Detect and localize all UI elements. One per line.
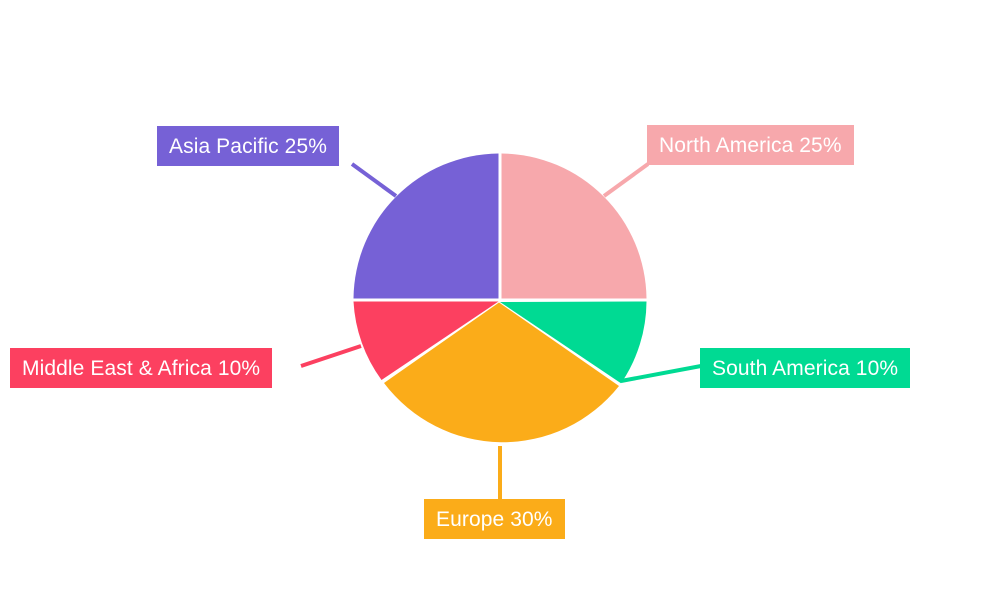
pie-label-asia-pacific-text: Asia Pacific 25% bbox=[169, 134, 328, 158]
pie-slice-south-america[interactable] bbox=[500, 301, 647, 384]
pie-slice-north-america[interactable] bbox=[501, 153, 647, 299]
pie-label-north-america[interactable]: North America 25% bbox=[647, 125, 854, 165]
pie-slice-middle-east-africa[interactable] bbox=[353, 301, 499, 381]
leader-line-south-america bbox=[620, 364, 702, 383]
pie-label-south-america-text: South America 10% bbox=[712, 356, 899, 380]
pie-label-asia-pacific[interactable]: Asia Pacific 25% bbox=[157, 126, 340, 166]
pie-label-south-america[interactable]: South America 10% bbox=[700, 348, 911, 388]
pie-leader-lines bbox=[300, 162, 702, 499]
pie-slice-asia-pacific[interactable] bbox=[353, 153, 499, 299]
pie-label-europe[interactable]: Europe 30% bbox=[424, 499, 565, 539]
leader-line-middle-east-africa bbox=[300, 344, 362, 368]
pie-label-europe-text: Europe 30% bbox=[436, 507, 553, 531]
pie-label-middle-east-africa-text: Middle East & Africa 10% bbox=[22, 356, 261, 380]
leader-line-north-america bbox=[602, 162, 650, 198]
pie-label-north-america-text: North America 25% bbox=[659, 133, 842, 157]
pie-label-middle-east-africa[interactable]: Middle East & Africa 10% bbox=[10, 348, 273, 388]
leader-line-asia-pacific bbox=[350, 162, 398, 198]
pie-slice-europe[interactable] bbox=[384, 302, 619, 443]
pie-slices bbox=[353, 153, 647, 443]
